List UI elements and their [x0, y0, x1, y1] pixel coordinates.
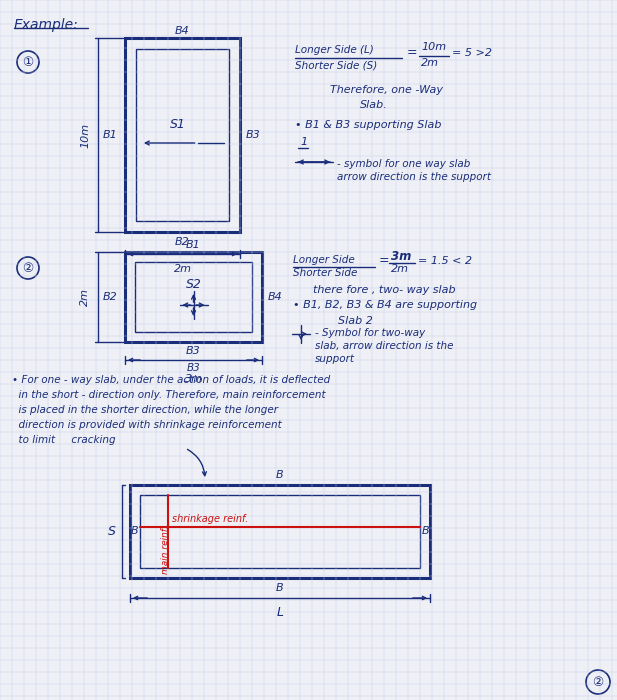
Text: Shorter Side (S): Shorter Side (S) [295, 60, 377, 70]
Text: B: B [276, 583, 284, 593]
Bar [130, 485, 430, 578]
Text: direction is provided with shrinkage reinforcement: direction is provided with shrinkage rei… [12, 420, 282, 430]
Text: main reinf.: main reinf. [162, 525, 170, 574]
Text: there fore , two- way slab: there fore , two- way slab [313, 285, 455, 295]
Text: S: S [108, 525, 116, 538]
Text: S1: S1 [170, 118, 186, 132]
Text: B3: B3 [186, 346, 201, 356]
Text: =: = [407, 46, 418, 60]
Text: Therefore, one -Way: Therefore, one -Way [330, 85, 443, 95]
Text: 2m: 2m [421, 58, 439, 68]
Text: =: = [379, 255, 389, 267]
Text: in the short - direction only. Therefore, main reinforcement: in the short - direction only. Therefore… [12, 390, 326, 400]
Text: Longer Side (L): Longer Side (L) [295, 45, 374, 55]
Text: Example:: Example: [14, 18, 79, 32]
Text: 2m: 2m [80, 288, 90, 306]
Text: Shorter Side: Shorter Side [293, 268, 357, 278]
Bar [140, 495, 420, 568]
Bar [125, 252, 262, 342]
Text: • B1, B2, B3 & B4 are supporting: • B1, B2, B3 & B4 are supporting [293, 300, 477, 310]
Text: - symbol for one way slab: - symbol for one way slab [337, 159, 470, 169]
Text: B: B [422, 526, 429, 536]
Text: Slab.: Slab. [360, 100, 387, 110]
Text: Longer Side: Longer Side [293, 255, 355, 265]
Text: S2: S2 [186, 279, 201, 291]
Text: 2m: 2m [173, 264, 191, 274]
Text: shrinkage reinf.: shrinkage reinf. [172, 514, 249, 524]
Text: B2: B2 [175, 237, 190, 247]
Text: B3: B3 [246, 130, 261, 140]
Text: Slab 2: Slab 2 [338, 316, 373, 326]
Bar [135, 262, 252, 332]
Text: ②: ② [592, 676, 603, 689]
Text: B: B [276, 470, 284, 480]
Text: B1: B1 [102, 130, 117, 140]
Text: 1: 1 [300, 137, 307, 147]
Text: B4: B4 [175, 26, 190, 36]
Text: arrow direction is the support: arrow direction is the support [337, 172, 491, 182]
Text: - Symbol for two-way: - Symbol for two-way [315, 328, 425, 338]
Text: L: L [276, 606, 283, 619]
Text: to limit     cracking: to limit cracking [12, 435, 115, 445]
Text: is placed in the shorter direction, while the longer: is placed in the shorter direction, whil… [12, 405, 278, 415]
Text: slab, arrow direction is the: slab, arrow direction is the [315, 341, 453, 351]
Text: 10m: 10m [421, 42, 446, 52]
Text: ②: ② [22, 262, 33, 274]
Text: B3: B3 [186, 363, 201, 373]
Text: B4: B4 [268, 292, 283, 302]
Text: • For one - way slab, under the action of loads, it is deflected: • For one - way slab, under the action o… [12, 375, 330, 385]
Text: ①: ① [22, 55, 33, 69]
Text: • B1 & B3 supporting Slab: • B1 & B3 supporting Slab [295, 120, 442, 130]
Text: = 1.5 < 2: = 1.5 < 2 [418, 256, 472, 266]
Bar [136, 49, 229, 221]
Text: 3m: 3m [184, 374, 202, 384]
Text: B2: B2 [102, 292, 117, 302]
Text: 3m: 3m [391, 249, 412, 262]
Text: = 5 >2: = 5 >2 [452, 48, 492, 58]
Text: support: support [315, 354, 355, 364]
Text: B: B [130, 526, 138, 536]
Text: B1: B1 [186, 240, 201, 250]
Text: 2m: 2m [391, 264, 409, 274]
Bar [125, 38, 240, 232]
Text: 10m: 10m [80, 122, 90, 148]
